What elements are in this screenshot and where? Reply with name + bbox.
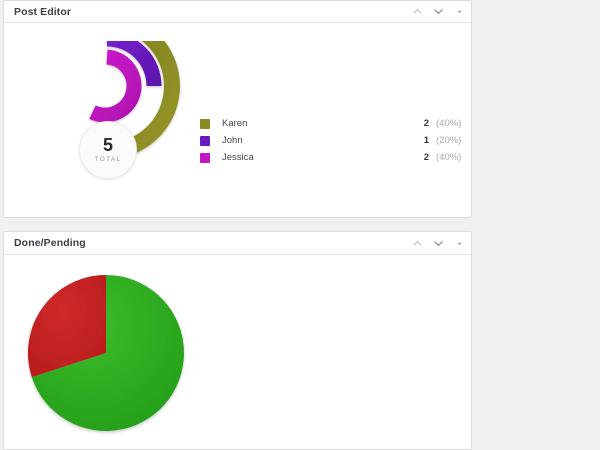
- list-item[interactable]: Jessica 2 (40%): [200, 149, 472, 166]
- page-title: Post Editor: [14, 5, 72, 18]
- collapse-icon[interactable]: [454, 6, 465, 17]
- panel-body-done-pending: 5 TOTAL Done 4 (80%) Pending 1 (20%): [4, 255, 471, 449]
- legend-percent: (20%): [436, 135, 462, 146]
- pie-slice-pending: [27, 275, 107, 378]
- chevron-down-icon[interactable]: [433, 6, 444, 17]
- chart-center-total-post-editor: 5 TOTAL: [79, 121, 137, 179]
- legend-swatch-icon: [200, 152, 210, 163]
- legend-post-editor: Karen 2 (40%) John 1 (20%) Jessica 2 (40…: [200, 115, 472, 166]
- panel-body-post-editor: 5 TOTAL Karen 2 (40%) John 1 (20%): [4, 23, 471, 217]
- panel-controls: [412, 232, 465, 254]
- chevron-up-icon[interactable]: [412, 6, 423, 17]
- pie-chart-done-pending: [26, 273, 196, 438]
- list-item[interactable]: John 1 (20%): [200, 132, 472, 149]
- pie-slice-done: [31, 275, 184, 431]
- legend-count: 1: [423, 135, 429, 146]
- legend-count: 2: [423, 118, 429, 129]
- list-item[interactable]: Karen 2 (40%): [200, 115, 472, 132]
- legend-count: 2: [423, 152, 429, 163]
- panel-header-done-pending: Done/Pending: [4, 232, 471, 255]
- chevron-down-icon[interactable]: [433, 238, 444, 249]
- panel-header-post-editor: Post Editor: [4, 1, 471, 23]
- legend-percent: (40%): [436, 118, 462, 129]
- panel-controls: [412, 1, 465, 22]
- arc-segment-john: [106, 41, 162, 87]
- panel-post-editor: Post Editor: [3, 0, 472, 218]
- legend-label: Karen: [222, 118, 248, 129]
- legend-swatch-icon: [200, 118, 210, 129]
- legend-swatch-icon: [200, 135, 210, 146]
- arc-segment-jessica: [89, 49, 142, 123]
- chevron-up-icon[interactable]: [412, 238, 423, 249]
- page-title: Done/Pending: [14, 237, 86, 249]
- legend-label: Jessica: [222, 152, 254, 163]
- radial-arc-chart-post-editor: [62, 41, 202, 191]
- total-label: TOTAL: [94, 156, 122, 164]
- legend-percent: (40%): [436, 152, 462, 163]
- total-value: 5: [102, 135, 113, 156]
- panel-done-pending: Done/Pending: [3, 231, 472, 450]
- collapse-icon[interactable]: [454, 238, 465, 249]
- legend-label: John: [222, 135, 243, 146]
